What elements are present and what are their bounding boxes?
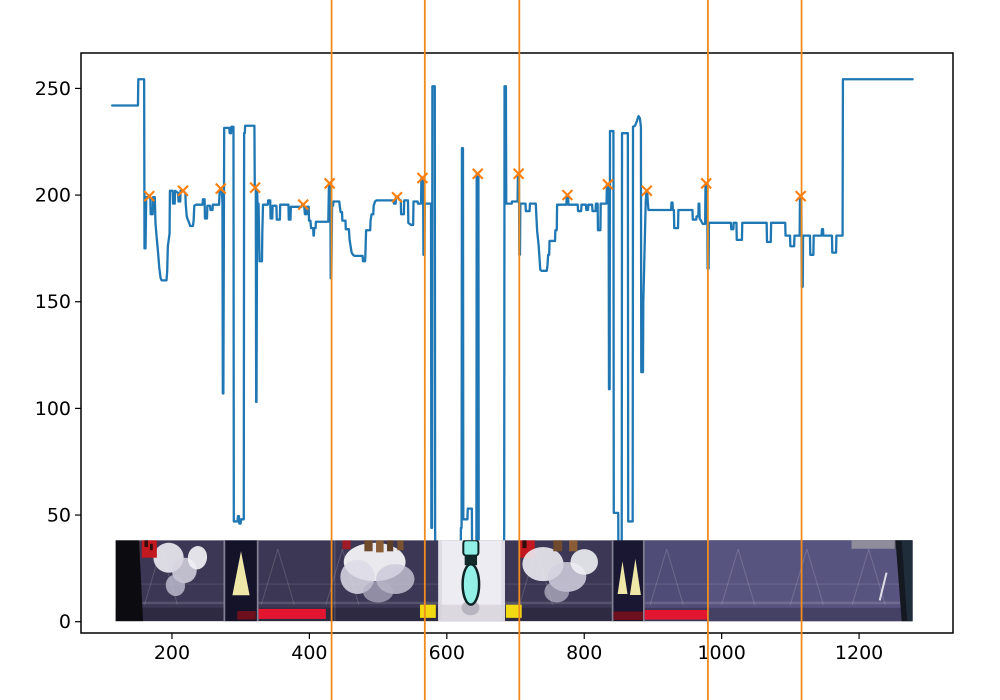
strip-rect xyxy=(851,540,895,549)
peak-marker-x xyxy=(177,185,189,197)
strip-rect xyxy=(611,540,645,622)
peak-marker-x xyxy=(561,189,574,201)
strip-line xyxy=(878,572,888,601)
peak-marker-x xyxy=(794,190,807,202)
inset-game-strip xyxy=(115,540,913,622)
strip-ellipse xyxy=(187,546,208,570)
strip-rect xyxy=(397,540,404,551)
strip-polygon xyxy=(901,540,913,622)
strip-polygon xyxy=(629,558,641,595)
peak-marker-x xyxy=(512,167,525,180)
strip-rect xyxy=(237,611,256,620)
strip-line xyxy=(737,549,756,605)
strip-line xyxy=(649,549,668,605)
tick-group: 200 400 600 800 1000 1200 0 50 100 150 200 250 xyxy=(35,78,884,664)
strip-rect xyxy=(144,540,148,548)
strip-polygon xyxy=(115,540,144,622)
peak-marker-x xyxy=(416,172,429,184)
strip-rect xyxy=(376,540,384,553)
peak-marker-x xyxy=(249,181,261,194)
strip-rect xyxy=(141,540,157,558)
strip-ellipse xyxy=(461,562,481,606)
strip-ellipse xyxy=(165,574,186,597)
x-tick-label: 1000 xyxy=(697,642,745,664)
strip-line xyxy=(277,549,295,605)
strip-ellipse xyxy=(544,581,570,603)
strip-rect xyxy=(115,583,913,586)
y-tick-label: 100 xyxy=(35,398,71,420)
peak-marker-x xyxy=(215,182,227,195)
strip-rect xyxy=(462,540,480,557)
strip-line xyxy=(721,549,739,605)
y-tick-label: 0 xyxy=(59,611,71,633)
strip-rect xyxy=(256,540,259,622)
axes-spines xyxy=(80,52,954,634)
strip-ellipse xyxy=(570,549,598,575)
strip-rect xyxy=(569,540,578,552)
peak-marker-group xyxy=(143,167,807,211)
y-tick-label: 200 xyxy=(35,185,71,207)
strip-rect xyxy=(149,543,153,551)
strip-rect xyxy=(342,540,351,550)
peak-marker-x xyxy=(471,167,484,180)
strip-ellipse xyxy=(461,600,480,616)
strip-line xyxy=(260,549,279,605)
strip-rect xyxy=(522,540,527,549)
strip-polygon xyxy=(232,551,250,596)
strip-line xyxy=(325,549,343,605)
strip-rect xyxy=(707,540,913,622)
strip-rect xyxy=(644,609,708,620)
strip-rect xyxy=(464,555,478,566)
strip-rect xyxy=(364,540,373,552)
strip-line xyxy=(789,549,808,605)
strip-rect xyxy=(553,540,563,552)
strip-rect xyxy=(505,604,522,618)
x-tick-label: 400 xyxy=(291,642,327,664)
strip-line xyxy=(666,549,684,605)
strip-rect xyxy=(223,540,226,622)
strip-ellipse xyxy=(362,581,394,603)
peak-marker-x xyxy=(143,190,156,202)
strip-line xyxy=(851,549,870,605)
y-tick-label: 50 xyxy=(47,505,71,527)
peak-marker-x xyxy=(700,177,712,190)
peak-marker-x xyxy=(602,178,614,191)
x-tick-label: 200 xyxy=(154,642,190,664)
strip-rect xyxy=(613,611,643,620)
x-tick-label: 600 xyxy=(429,642,465,664)
y-tick-label: 250 xyxy=(35,78,71,100)
strip-rect xyxy=(258,608,326,619)
strip-line xyxy=(868,549,886,605)
strip-rect xyxy=(501,540,505,622)
peak-marker-x xyxy=(641,185,653,197)
peak-marker-x xyxy=(323,177,336,190)
x-tick-label: 1200 xyxy=(835,642,883,664)
line-series xyxy=(111,78,914,602)
strip-line xyxy=(806,549,824,605)
strip-rect xyxy=(611,540,614,622)
strip-rect xyxy=(438,540,443,622)
peak-marker-x xyxy=(391,191,403,203)
peak-marker-x xyxy=(297,198,309,211)
strip-rect xyxy=(420,604,436,618)
strip-rect xyxy=(115,601,913,605)
strip-polygon xyxy=(617,561,628,594)
y-tick-label: 150 xyxy=(35,291,71,313)
strip-rect xyxy=(387,540,394,552)
strip-rect xyxy=(642,540,645,622)
x-tick-label: 800 xyxy=(566,642,602,664)
